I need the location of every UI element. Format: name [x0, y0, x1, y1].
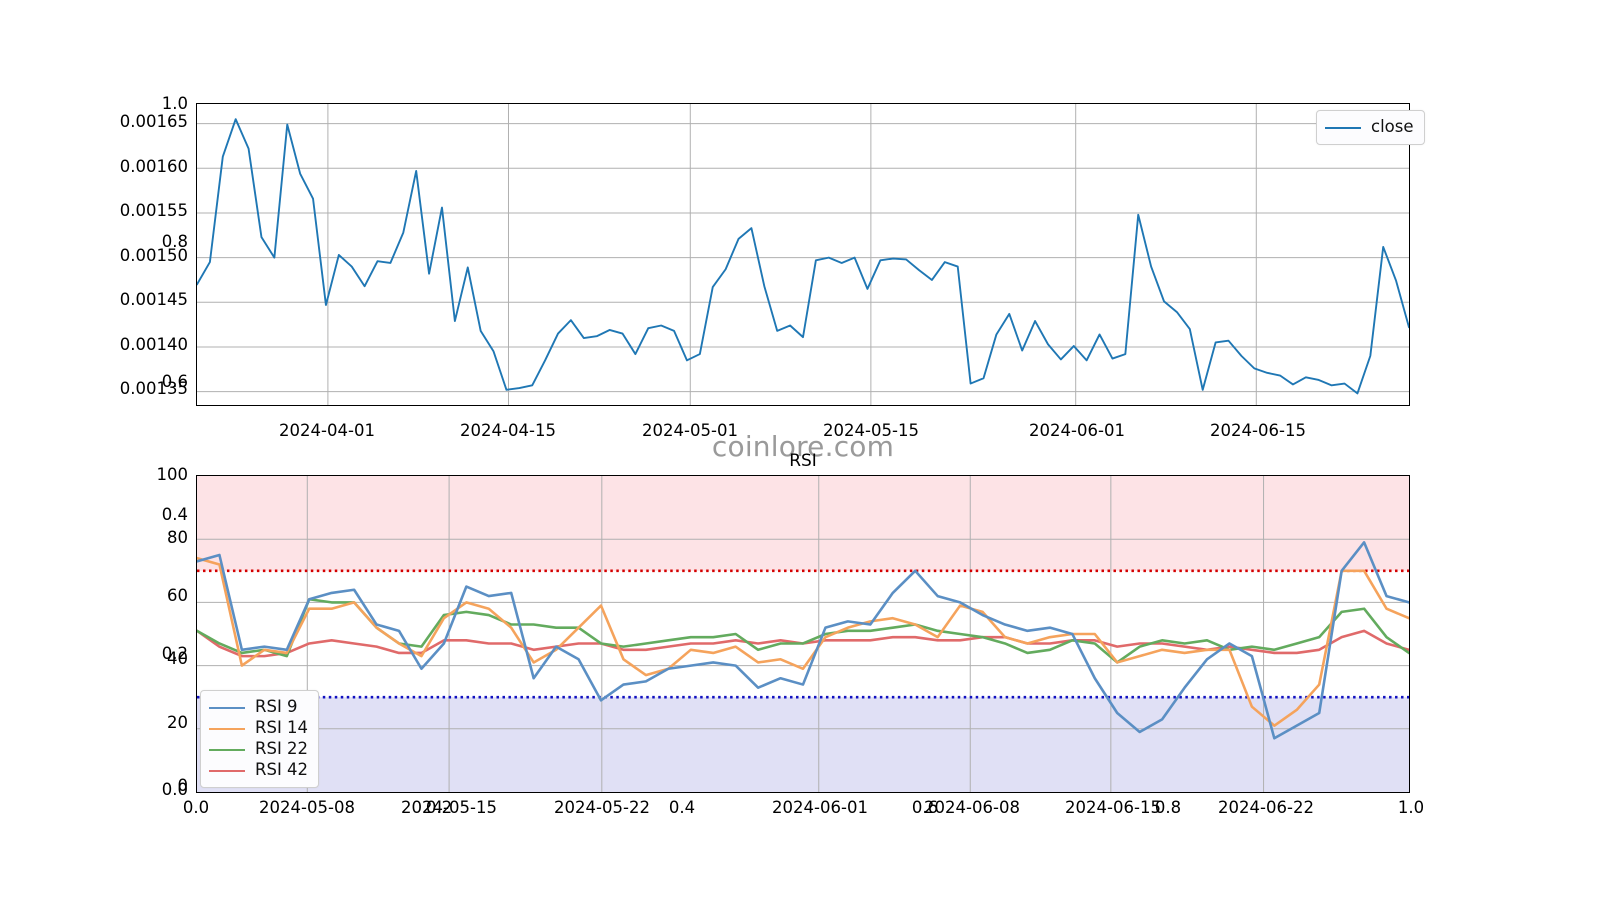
rsi-xtick-3: 2024-06-01	[772, 798, 868, 817]
rsi-plot-svg	[197, 476, 1409, 792]
price-ytick-3: 0.00150	[119, 245, 188, 265]
rsi-ytick-2: 40	[167, 648, 188, 668]
rsi-xtick-alt-2: 0.4	[668, 798, 696, 817]
price-legend[interactable]: close	[1316, 110, 1425, 145]
rsi-xtick-2: 2024-05-22	[554, 798, 650, 817]
rsi-xtick-alt-4: 0.8	[1154, 798, 1182, 817]
legend-label-rsi42: RSI 42	[255, 760, 309, 780]
price-xtick-1: 2024-04-15	[460, 421, 556, 440]
legend-item-rsi42[interactable]: RSI 42	[209, 760, 308, 781]
rsi42-line-swatch-icon	[209, 769, 245, 772]
legend-item-close[interactable]: close	[1325, 117, 1414, 138]
rsi-xtick-alt-1: 0.2	[425, 798, 453, 817]
rsi-xtick-4: 2024-06-08	[924, 798, 1020, 817]
legend-label-rsi14: RSI 14	[255, 718, 309, 738]
rsi-xtick-1: 2024-05-15	[401, 798, 497, 817]
rsi-xtick-5: 2024-06-15	[1065, 798, 1161, 817]
rsi-xtick-0: 2024-05-08	[259, 798, 355, 817]
rsi-ytick-alt-2: 0.4	[161, 504, 188, 524]
rsi-ytick-0: 0	[177, 775, 189, 795]
price-xtick-2: 2024-05-01	[642, 421, 738, 440]
close-line-swatch-icon	[1325, 126, 1361, 129]
price-ytick-2: 0.00145	[119, 289, 188, 309]
rsi14-line-swatch-icon	[209, 727, 245, 730]
price-xtick-3: 2024-05-15	[823, 421, 919, 440]
rsi-xtick-alt-5: 1.0	[1397, 798, 1425, 817]
price-ytick-6: 0.00165	[119, 111, 188, 131]
price-ytick-4: 0.00155	[119, 200, 188, 220]
rsi-ytick-1: 20	[167, 712, 188, 732]
rsi-xtick-6: 2024-06-22	[1218, 798, 1314, 817]
price-chart-axes	[196, 103, 1410, 406]
price-ytick-alt-2: 1.0	[161, 93, 188, 113]
price-ytick-1: 0.00140	[119, 334, 188, 354]
rsi-ytick-4: 80	[167, 527, 188, 547]
legend-item-rsi22[interactable]: RSI 22	[209, 739, 308, 760]
rsi-ytick-alt-0: 0.0	[161, 779, 188, 799]
legend-label-rsi9: RSI 9	[255, 697, 298, 717]
price-ytick-0: 0.00135	[119, 378, 188, 398]
rsi-title: RSI	[789, 451, 817, 471]
rsi-xtick-alt-0: 0.0	[182, 798, 210, 817]
price-ytick-alt-0: 0.6	[161, 371, 188, 391]
price-xtick-4: 2024-06-01	[1029, 421, 1125, 440]
rsi22-line-swatch-icon	[209, 748, 245, 751]
rsi-ytick-3: 60	[167, 585, 188, 605]
rsi-legend[interactable]: RSI 9 RSI 14 RSI 22 RSI 42	[200, 690, 320, 788]
legend-label-rsi22: RSI 22	[255, 739, 309, 759]
rsi9-line-swatch-icon	[209, 706, 245, 709]
watermark-coinlore: coinlore.com	[711, 430, 895, 463]
rsi-xtick-alt-3: 0.6	[911, 798, 939, 817]
price-ytick-5: 0.00160	[119, 156, 188, 176]
price-xtick-5: 2024-06-15	[1210, 421, 1306, 440]
price-ytick-alt-1: 0.8	[161, 231, 188, 251]
price-xtick-0: 2024-04-01	[279, 421, 375, 440]
legend-item-rsi9[interactable]: RSI 9	[209, 697, 308, 718]
rsi-ytick-5: 100	[156, 464, 189, 484]
price-plot-svg	[197, 104, 1409, 405]
rsi-ytick-alt-1: 0.2	[161, 643, 188, 663]
legend-label-close: close	[1371, 117, 1414, 137]
legend-item-rsi14[interactable]: RSI 14	[209, 718, 308, 739]
rsi-chart-axes	[196, 475, 1410, 793]
